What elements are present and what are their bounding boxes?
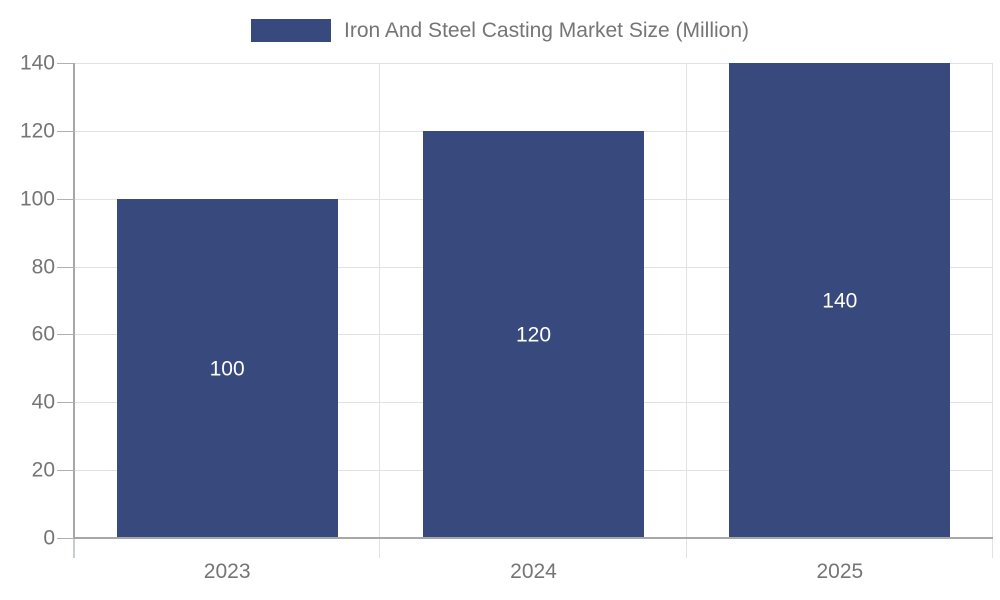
plot-area: 100 120 140 bbox=[74, 63, 993, 558]
legend-item[interactable]: Iron And Steel Casting Market Size (Mill… bbox=[251, 19, 749, 42]
bar-value-label-2023: 100 bbox=[209, 357, 245, 380]
legend-swatch-icon bbox=[251, 19, 331, 42]
y-tick-label-100: 100 bbox=[19, 187, 55, 211]
gridline-x-boundary-2 bbox=[686, 63, 687, 558]
bar-value-label-2024: 120 bbox=[515, 323, 552, 346]
y-tick-label-60: 60 bbox=[31, 322, 55, 346]
y-tick-40 bbox=[57, 402, 74, 403]
bar-2023 bbox=[117, 199, 338, 538]
y-tick-label-20: 20 bbox=[31, 458, 55, 482]
x-axis-line bbox=[74, 537, 993, 539]
legend-label: Iron And Steel Casting Market Size (Mill… bbox=[344, 19, 749, 42]
x-tick-label-2025: 2025 bbox=[816, 560, 864, 583]
y-axis-line bbox=[73, 63, 75, 538]
bar-2024 bbox=[423, 131, 644, 538]
x-tick-label-2023: 2023 bbox=[203, 560, 251, 583]
y-tick-120 bbox=[57, 131, 74, 132]
y-tick-100 bbox=[57, 199, 74, 200]
y-tick-20 bbox=[57, 470, 74, 471]
y-tick-80 bbox=[57, 267, 74, 268]
y-tick-label-120: 120 bbox=[19, 119, 55, 143]
gridline-x-boundary-3 bbox=[992, 63, 993, 558]
x-tick-label-2024: 2024 bbox=[510, 560, 557, 583]
y-tick-label-0: 0 bbox=[43, 526, 55, 550]
bar-2025 bbox=[729, 63, 950, 538]
y-tick-140 bbox=[57, 63, 74, 64]
gridline-y-140 bbox=[74, 63, 993, 64]
gridline-x-boundary-1 bbox=[379, 63, 380, 558]
y-axis-bottom-tick bbox=[73, 539, 75, 558]
y-tick-label-80: 80 bbox=[31, 255, 55, 279]
y-tick-60 bbox=[57, 334, 74, 335]
y-tick-0 bbox=[57, 538, 74, 539]
bar-value-label-2025: 140 bbox=[822, 289, 858, 312]
y-tick-label-140: 140 bbox=[19, 51, 55, 75]
y-tick-label-40: 40 bbox=[31, 390, 55, 414]
